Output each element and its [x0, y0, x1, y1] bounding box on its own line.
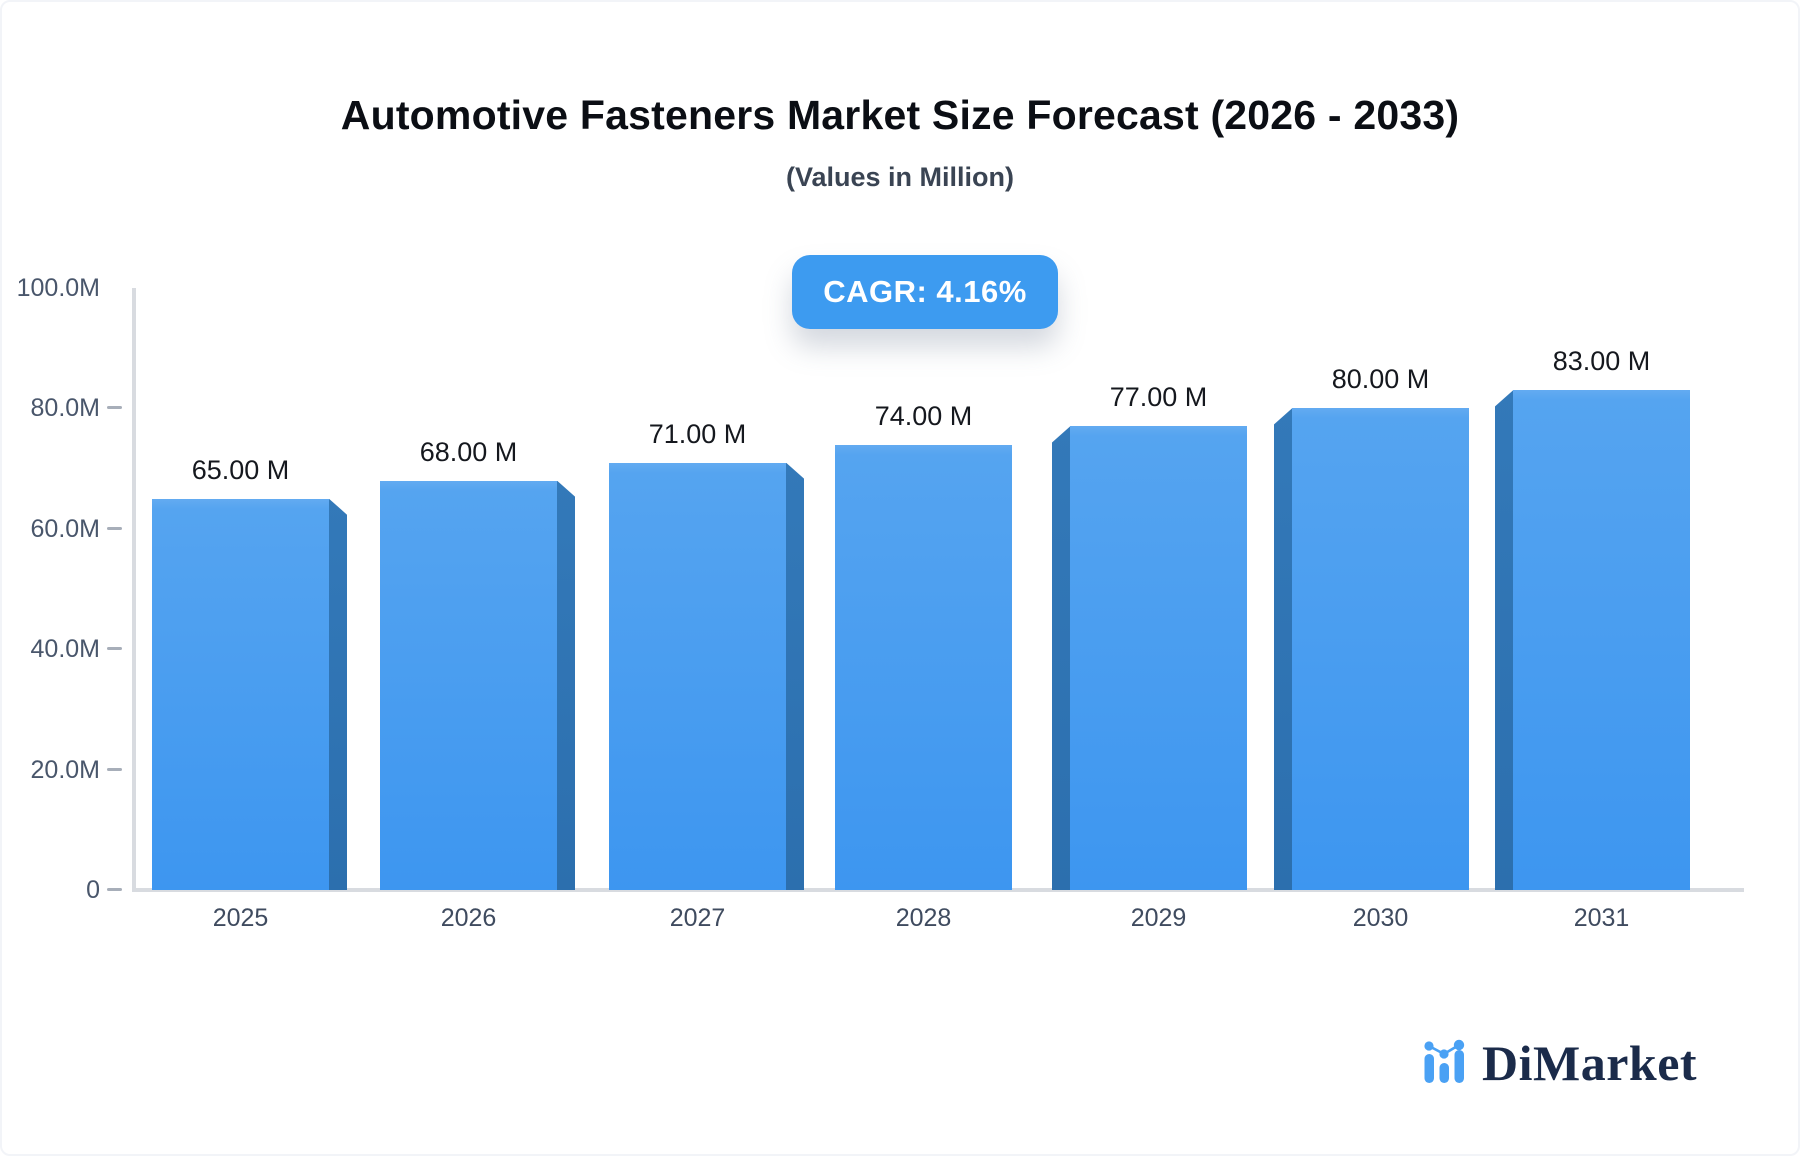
- y-tick-label: 100.0M: [16, 274, 100, 302]
- bar-2025-side: [329, 498, 347, 890]
- bar-2031-side: [1495, 390, 1513, 890]
- cagr-badge-label: CAGR: 4.16%: [823, 274, 1027, 309]
- bar-2025: [152, 498, 329, 890]
- x-tick-label: 2028: [895, 904, 952, 932]
- bar-value-label: 74.00 M: [874, 400, 973, 431]
- cagr-badge: CAGR: 4.16%: [792, 255, 1058, 329]
- y-axis-line: [132, 288, 136, 892]
- bar-2026: [380, 480, 557, 890]
- chart-subtitle: (Values in Million): [785, 162, 1015, 192]
- bar-2026-side: [557, 480, 575, 890]
- bar-2027-side: [786, 462, 804, 890]
- bar-value-label: 68.00 M: [419, 436, 518, 467]
- bar-value-label: 65.00 M: [191, 454, 290, 485]
- bar-2030: [1292, 408, 1469, 890]
- bar-2028: [835, 444, 1012, 890]
- x-tick-label: 2025: [212, 904, 269, 932]
- x-tick-label: 2027: [669, 904, 726, 932]
- x-tick-label: 2031: [1573, 904, 1630, 932]
- bar-value-label: 83.00 M: [1552, 346, 1651, 377]
- y-tick-mark: [107, 647, 122, 651]
- bar-2029-side: [1052, 426, 1070, 890]
- y-tick-mark: [107, 526, 122, 530]
- y-tick-label: 40.0M: [30, 635, 100, 664]
- bar-2030-side: [1274, 408, 1292, 890]
- y-tick-label: 60.0M: [30, 514, 100, 543]
- x-tick-label: 2029: [1130, 904, 1187, 932]
- y-tick-mark: [107, 406, 122, 410]
- bar-2029: [1070, 426, 1247, 890]
- brand-logo-icon: [1424, 1039, 1465, 1083]
- brand-logo-text: DiMarket: [1482, 1035, 1698, 1091]
- y-tick-mark: [107, 767, 122, 771]
- bar-value-label: 71.00 M: [648, 418, 747, 449]
- bar-2031: [1513, 390, 1690, 890]
- x-tick-label: 2026: [440, 904, 497, 932]
- chart-title: Automotive Fasteners Market Size Forecas…: [340, 92, 1460, 138]
- bar-2027: [609, 462, 786, 890]
- brand-logo: DiMarket: [1423, 1038, 1697, 1088]
- y-tick-mark: [107, 888, 122, 891]
- bar-value-label: 77.00 M: [1109, 382, 1208, 413]
- y-tick-label: 80.0M: [30, 394, 100, 423]
- x-tick-label: 2030: [1352, 904, 1409, 932]
- bar-value-label: 80.00 M: [1331, 364, 1430, 395]
- y-tick-label: 0: [86, 876, 100, 904]
- x-axis-line: [132, 888, 1744, 892]
- y-tick-label: 20.0M: [30, 755, 100, 784]
